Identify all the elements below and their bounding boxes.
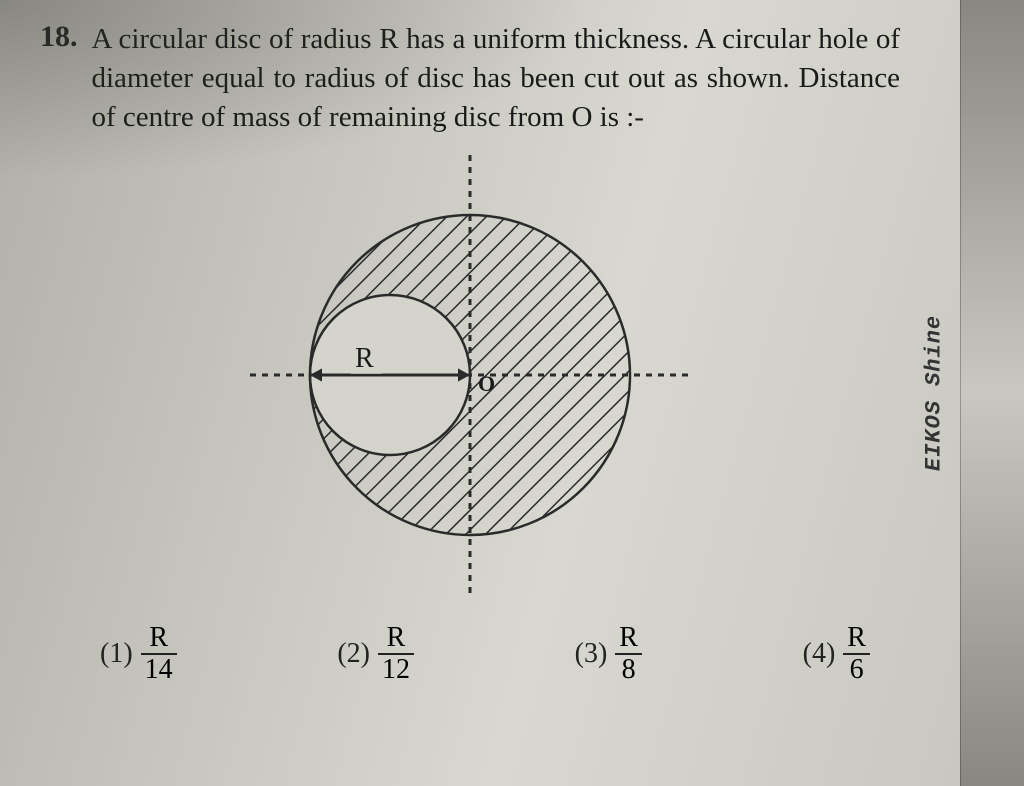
question-text: A circular disc of radius R has a unifor… [92, 20, 901, 137]
options-row: (1) R 14 (2) R 12 (3) R 8 (4) [40, 623, 900, 684]
option-2: (2) R 12 [337, 623, 414, 684]
option-4: (4) R 6 [803, 623, 870, 684]
disc-diagram: RO [250, 155, 690, 595]
side-watermark: EIKOS Shine [921, 315, 946, 471]
option-3: (3) R 8 [575, 623, 642, 684]
svg-text:O: O [478, 371, 495, 396]
page-edge-strip: EIKOS Shine [960, 0, 1024, 786]
option-1: (1) R 14 [100, 623, 177, 684]
question-block: 18. A circular disc of radius R has a un… [40, 20, 900, 137]
option-fraction: R 14 [141, 623, 177, 684]
option-label: (4) [803, 638, 836, 670]
option-label: (1) [100, 638, 133, 670]
option-label: (3) [575, 638, 608, 670]
diagram-container: RO [40, 155, 900, 595]
option-fraction: R 6 [843, 623, 870, 684]
option-fraction: R 8 [615, 623, 642, 684]
question-number: 18. [40, 20, 78, 137]
option-fraction: R 12 [378, 623, 414, 684]
option-label: (2) [337, 638, 370, 670]
page: 18. A circular disc of radius R has a un… [0, 0, 960, 786]
svg-text:R: R [355, 343, 374, 374]
